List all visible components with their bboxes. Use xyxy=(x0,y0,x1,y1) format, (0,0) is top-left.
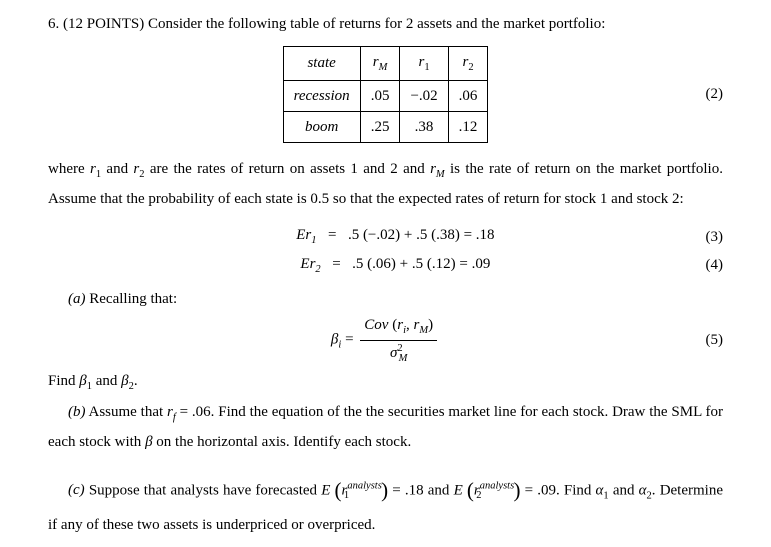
eq-number-4: (4) xyxy=(706,253,724,277)
eq-number-5: (5) xyxy=(706,328,724,352)
cell: .38 xyxy=(400,111,448,142)
eq-number-2: (2) xyxy=(706,82,724,106)
paragraph-1: where r1 and r2 are the rates of return … xyxy=(48,155,723,213)
cell: .25 xyxy=(360,111,400,142)
equations-expected-returns: Er1 = .5 (−.02) + .5 (.38) = .18 (3) Er2… xyxy=(48,223,723,279)
eq-number-3: (3) xyxy=(706,225,724,249)
part-c: (c) Suppose that analysts have forecaste… xyxy=(48,471,723,539)
part-b: (b) Assume that rf = .06. Find the equat… xyxy=(48,398,723,456)
question-prompt: Consider the following table of returns … xyxy=(148,16,605,32)
equation-4: Er2 = .5 (.06) + .5 (.12) = .09 (4) xyxy=(48,252,723,279)
returns-table: state rM r1 r2 recession .05 −.02 .06 bo… xyxy=(283,46,489,143)
cell: .12 xyxy=(448,111,488,142)
beta-fraction: Cov (ri, rM) σ2M xyxy=(360,313,437,368)
part-a: (a) Recalling that: βi = Cov (ri, rM) σ2… xyxy=(48,287,723,396)
part-b-label: (b) xyxy=(68,404,86,420)
header-r2: r2 xyxy=(448,47,488,81)
part-a-find: Find β1 and β2. xyxy=(48,369,723,396)
equation-5: βi = Cov (ri, rM) σ2M (5) xyxy=(48,313,723,368)
part-a-label: (a) xyxy=(68,291,86,307)
header-state: state xyxy=(283,47,360,81)
question-number: 6. xyxy=(48,16,59,32)
table-header-row: state rM r1 r2 xyxy=(283,47,488,81)
cell: .06 xyxy=(448,80,488,111)
table-wrapper: state rM r1 r2 recession .05 −.02 .06 bo… xyxy=(48,46,723,143)
equation-3: Er1 = .5 (−.02) + .5 (.38) = .18 (3) xyxy=(48,223,723,250)
row-label: recession xyxy=(283,80,360,111)
cell: −.02 xyxy=(400,80,448,111)
cell: .05 xyxy=(360,80,400,111)
part-c-label: (c) xyxy=(68,482,85,498)
row-label: boom xyxy=(283,111,360,142)
header-rm: rM xyxy=(360,47,400,81)
question-header: 6. (12 POINTS) Consider the following ta… xyxy=(48,12,723,36)
table-row: boom .25 .38 .12 xyxy=(283,111,488,142)
header-r1: r1 xyxy=(400,47,448,81)
table-row: recession .05 −.02 .06 xyxy=(283,80,488,111)
question-points: (12 POINTS) xyxy=(63,16,144,32)
